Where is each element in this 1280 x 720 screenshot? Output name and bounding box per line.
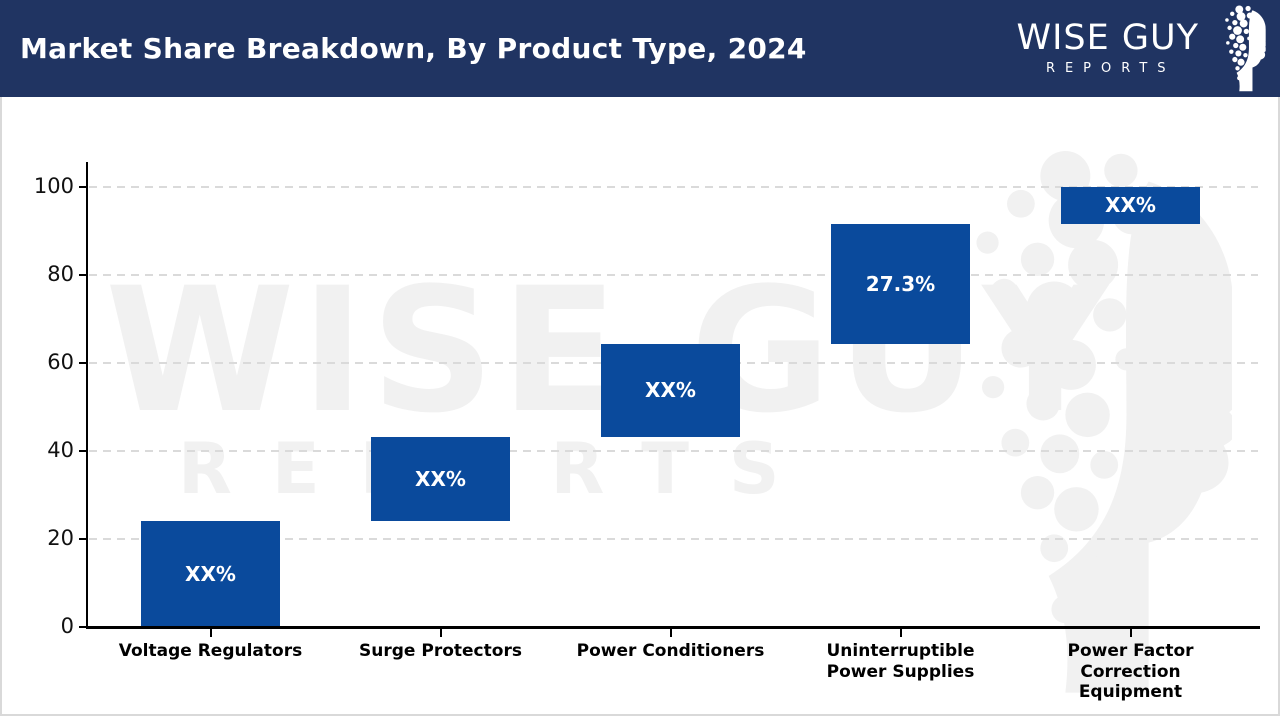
- gridline-40: [89, 450, 1258, 452]
- x-tick-mark-uninterruptible-power-supplies: [899, 629, 902, 637]
- x-axis-line: [86, 626, 1260, 629]
- bar-surge-protectors: XX%: [371, 436, 510, 521]
- y-tick-mark-100: [79, 186, 87, 188]
- brand-name: WISE GUY: [1016, 18, 1199, 58]
- bar-uninterruptible-power-supplies: 27.3%: [831, 223, 970, 345]
- bar-value-label-voltage-regulators: XX%: [185, 561, 236, 586]
- y-tick-label-60: 60: [47, 350, 74, 374]
- brand-tagline: REPORTS: [1045, 61, 1176, 76]
- y-tick-mark-40: [79, 450, 87, 452]
- brand-head-logo-icon: [1202, 5, 1266, 93]
- gridline-80: [89, 274, 1258, 276]
- bar-value-label-power-factor-correction-equipment: XX%: [1105, 193, 1156, 218]
- bar-value-label-power-conditioners: XX%: [645, 378, 696, 403]
- x-axis-category-label-uninterruptible-power-supplies: Uninterruptible Power Supplies: [826, 641, 975, 682]
- header-bar: Market Share Breakdown, By Product Type,…: [0, 0, 1280, 97]
- bar-power-conditioners: XX%: [601, 344, 740, 437]
- brand-logo-text: WISE GUY REPORTS: [1016, 18, 1199, 77]
- gridline-100: [89, 186, 1258, 188]
- x-tick-mark-surge-protectors: [439, 629, 442, 637]
- x-tick-mark-power-conditioners: [669, 629, 672, 637]
- y-tick-label-100: 100: [33, 174, 74, 198]
- x-axis-category-label-surge-protectors: Surge Protectors: [359, 641, 522, 661]
- y-tick-mark-60: [79, 362, 87, 364]
- brand-logo: WISE GUY REPORTS: [1016, 5, 1266, 93]
- chart-title: Market Share Breakdown, By Product Type,…: [20, 32, 807, 65]
- x-tick-mark-voltage-regulators: [209, 629, 212, 637]
- y-tick-mark-20: [79, 538, 87, 540]
- gridline-20: [89, 538, 1258, 540]
- bar-value-label-surge-protectors: XX%: [415, 466, 466, 491]
- x-tick-mark-power-factor-correction-equipment: [1129, 629, 1132, 637]
- y-tick-mark-80: [79, 274, 87, 276]
- bar-voltage-regulators: XX%: [141, 520, 280, 627]
- x-axis-category-label-power-factor-correction-equipment: Power Factor Correction Equipment: [1067, 641, 1194, 703]
- y-tick-label-40: 40: [47, 438, 74, 462]
- bar-value-label-uninterruptible-power-supplies: 27.3%: [865, 272, 936, 296]
- x-axis-category-label-voltage-regulators: Voltage Regulators: [118, 641, 303, 661]
- y-tick-mark-0: [79, 626, 87, 628]
- y-tick-label-80: 80: [47, 262, 74, 286]
- x-axis-category-label-power-conditioners: Power Conditioners: [576, 641, 765, 661]
- y-tick-label-0: 0: [60, 614, 74, 638]
- y-axis-line: [86, 162, 88, 629]
- y-tick-label-20: 20: [47, 526, 74, 550]
- bar-power-factor-correction-equipment: XX%: [1061, 187, 1200, 224]
